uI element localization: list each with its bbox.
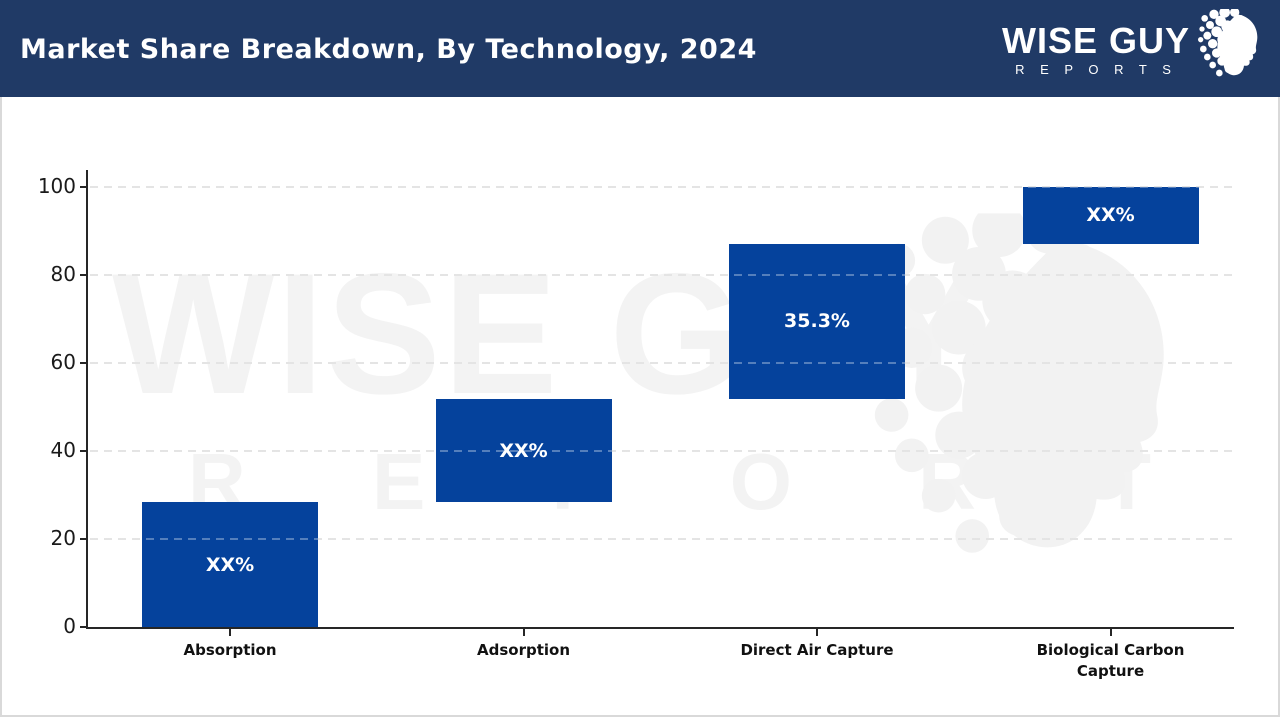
grid-line-overlay [90,450,1234,452]
x-axis-tick [816,629,818,636]
grid-line-overlay [90,186,1234,188]
x-axis-line [86,627,1234,629]
bar-value-label: XX% [1086,204,1135,227]
wiseguy-logo: WISE GUY R E P O R T S [1002,8,1264,90]
y-axis-tick [80,362,88,364]
y-axis-tick [80,538,88,540]
grid-line [90,450,1234,452]
x-category-label: Direct Air Capture [740,641,894,659]
y-tick-label: 80 [50,262,76,286]
y-axis-tick [80,450,88,452]
y-tick-label: 20 [50,526,76,550]
bar: 35.3% [729,243,905,400]
x-category-label: Absorption [183,641,277,659]
y-axis-tick [80,626,88,628]
grid-line [90,362,1234,364]
y-axis-tick [80,274,88,276]
grid-line [90,538,1234,540]
grid-line [90,274,1234,276]
grid-line-overlay [90,538,1234,540]
x-axis-tick [522,629,525,636]
y-tick-label: 40 [50,438,76,462]
y-tick-label: 100 [37,174,76,198]
grid-line-overlay [90,362,1234,364]
y-axis-line [86,170,88,629]
grid-line-overlay [90,274,1234,276]
bar-value-label: XX% [205,553,255,576]
x-axis-tick [229,629,231,636]
page-border-right [1278,97,1280,717]
x-category-label: Adsorption [476,641,570,659]
y-axis-tick [80,186,88,188]
grid-line [90,186,1234,188]
bar: XX% [1022,187,1199,244]
bar-value-label: 35.3% [784,310,850,333]
page-border-bottom [0,715,1280,717]
logo-text: WISE GUY R E P O R T S [1001,19,1190,77]
y-tick-label: 0 [63,614,76,638]
header-bar: Market Share Breakdown, By Technology, 2… [0,0,1280,97]
bar: XX% [142,502,318,627]
bar-value-label: XX% [499,439,548,462]
logo-face-icon [1196,9,1264,89]
x-category-label: Biological Carbon Capture [1036,641,1185,680]
y-tick-label: 60 [50,350,76,374]
logo-reports-label: R E P O R T S [1015,61,1177,77]
page-border-left [0,97,2,717]
chart-title: Market Share Breakdown, By Technology, 2… [20,34,757,65]
bar: XX% [435,399,612,503]
x-axis-tick [1109,629,1112,636]
logo-wordmark: WISE GUY [1001,19,1190,61]
